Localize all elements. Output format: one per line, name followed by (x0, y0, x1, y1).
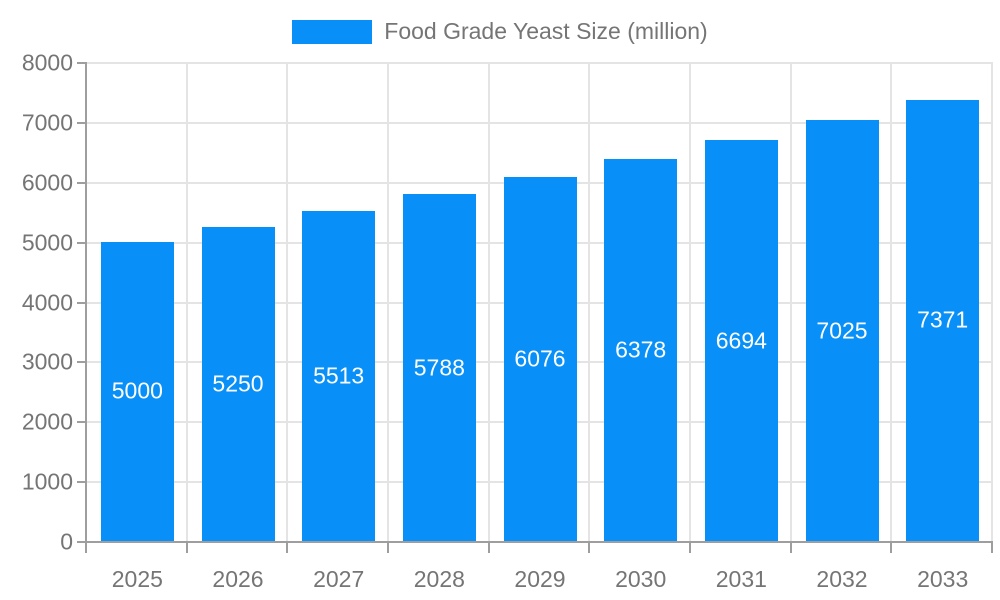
bar-value-label: 6076 (514, 345, 566, 372)
bar-2026: 5250 (201, 226, 275, 541)
y-axis-line (85, 62, 87, 541)
x-tick-label: 2032 (816, 566, 868, 592)
v-gridline (890, 62, 893, 541)
x-axis-line (85, 541, 993, 543)
bar-2025: 5000 (100, 241, 174, 541)
y-tick-label: 1000 (21, 468, 73, 495)
x-axis-tick (588, 543, 591, 553)
bar-value-label: 5250 (212, 370, 264, 397)
h-gridline (87, 62, 993, 64)
y-axis-tick (77, 301, 85, 304)
bar-2030: 6378 (604, 159, 678, 541)
x-tick-label: 2027 (313, 566, 365, 592)
x-axis-tick (487, 543, 490, 553)
bar-2028: 5788 (402, 194, 476, 541)
x-axis-tick (85, 543, 87, 553)
y-axis-tick (77, 421, 85, 424)
bar-2032: 7025 (805, 120, 879, 541)
v-gridline (487, 62, 490, 541)
bar-value-label: 5000 (111, 377, 163, 404)
y-axis-tick (77, 361, 85, 364)
x-tick-label: 2030 (615, 566, 667, 592)
x-axis-tick (689, 543, 691, 553)
bar-2031: 6694 (704, 140, 778, 541)
x-axis-tick (890, 543, 893, 553)
v-gridline (588, 62, 591, 541)
x-tick-label: 2026 (212, 566, 264, 592)
v-gridline (387, 62, 389, 541)
y-axis-tick (77, 241, 85, 244)
y-tick-label: 6000 (21, 169, 73, 196)
y-tick-label: 2000 (21, 408, 73, 435)
legend-label[interactable]: Food Grade Yeast Size (million) (384, 18, 708, 44)
bar-value-label: 6378 (615, 336, 667, 363)
y-tick-label: 5000 (21, 229, 73, 256)
h-gridline (87, 121, 993, 124)
y-tick-label: 7000 (21, 109, 73, 136)
y-tick-label: 4000 (21, 289, 73, 315)
x-tick-label: 2029 (514, 566, 566, 592)
y-tick-label: 3000 (21, 348, 73, 375)
legend[interactable]: Food Grade Yeast Size (million) (0, 18, 1000, 45)
x-axis-tick (286, 543, 289, 553)
bar-value-label: 7025 (816, 317, 868, 344)
y-axis-tick (77, 181, 85, 184)
bar-value-label: 7371 (917, 306, 969, 333)
bar-2033: 7371 (906, 99, 980, 541)
legend-swatch[interactable] (292, 19, 373, 44)
bar-2027: 5513 (302, 210, 376, 541)
y-axis-tick (77, 541, 85, 543)
x-axis-tick (991, 543, 993, 553)
x-tick-label: 2028 (413, 566, 465, 592)
x-axis-tick (387, 543, 389, 553)
bar-value-label: 5513 (313, 362, 365, 389)
bar-value-label: 6694 (715, 327, 767, 354)
y-axis-tick (77, 62, 85, 64)
x-axis-tick (789, 543, 792, 553)
v-gridline (286, 62, 289, 541)
y-tick-label: 8000 (21, 49, 73, 76)
bar-value-label: 5788 (413, 354, 465, 381)
plot-area: 0 1000 2000 3000 4000 5000 6000 7000 8000 5000 202… (22, 50, 993, 592)
y-axis-tick (77, 121, 85, 124)
v-gridline (185, 62, 188, 541)
v-gridline (689, 62, 691, 541)
x-tick-label: 2033 (917, 566, 969, 592)
x-axis-tick (185, 543, 188, 553)
y-tick-label: 0 (60, 528, 73, 555)
x-tick-label: 2031 (715, 566, 767, 592)
v-gridline (789, 62, 792, 541)
v-gridline (991, 62, 993, 541)
x-tick-label: 2025 (111, 566, 163, 592)
y-axis-tick (77, 481, 85, 484)
bar-2029: 6076 (503, 177, 577, 541)
